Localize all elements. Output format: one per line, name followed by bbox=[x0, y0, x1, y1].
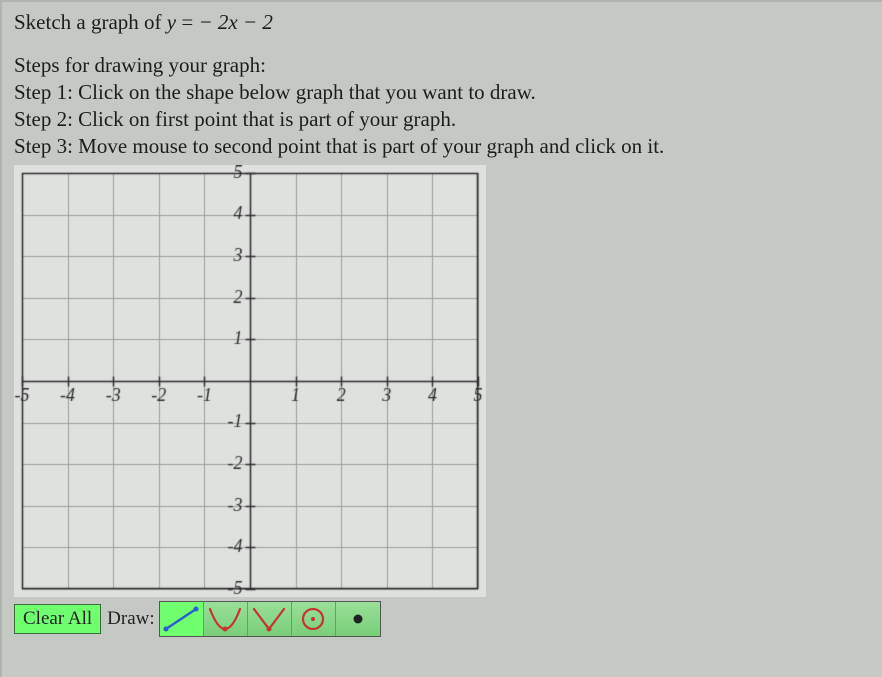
abs-icon bbox=[250, 605, 288, 633]
step-3: Step 3: Move mouse to second point that … bbox=[14, 134, 870, 159]
circle-icon bbox=[294, 605, 332, 633]
prompt-prefix: Sketch a graph of bbox=[14, 10, 167, 34]
equation-rhs: − 2x − 2 bbox=[198, 10, 272, 34]
draw-label: Draw: bbox=[107, 608, 154, 630]
question-panel: Sketch a graph of y = − 2x − 2 Steps for… bbox=[0, 0, 882, 677]
parabola-icon bbox=[206, 605, 244, 633]
parabola-tool[interactable] bbox=[204, 602, 248, 636]
abs-tool[interactable] bbox=[248, 602, 292, 636]
point-tool[interactable] bbox=[336, 602, 380, 636]
tool-row bbox=[159, 601, 381, 637]
line-tool[interactable] bbox=[160, 602, 204, 636]
toolbar: Clear All Draw: bbox=[14, 601, 870, 637]
step-2: Step 2: Click on first point that is par… bbox=[14, 107, 870, 132]
circle-tool[interactable] bbox=[292, 602, 336, 636]
point-icon bbox=[339, 605, 377, 633]
step-1: Step 1: Click on the shape below graph t… bbox=[14, 80, 870, 105]
line-icon bbox=[162, 605, 200, 633]
graph-area[interactable] bbox=[14, 165, 870, 597]
graph-canvas[interactable] bbox=[14, 165, 486, 597]
equation-eq: = bbox=[176, 10, 198, 34]
prompt-text: Sketch a graph of y = − 2x − 2 bbox=[14, 10, 870, 35]
steps-heading: Steps for drawing your graph: bbox=[14, 53, 870, 78]
clear-all-button[interactable]: Clear All bbox=[14, 604, 101, 634]
equation-lhs: y bbox=[167, 10, 176, 34]
